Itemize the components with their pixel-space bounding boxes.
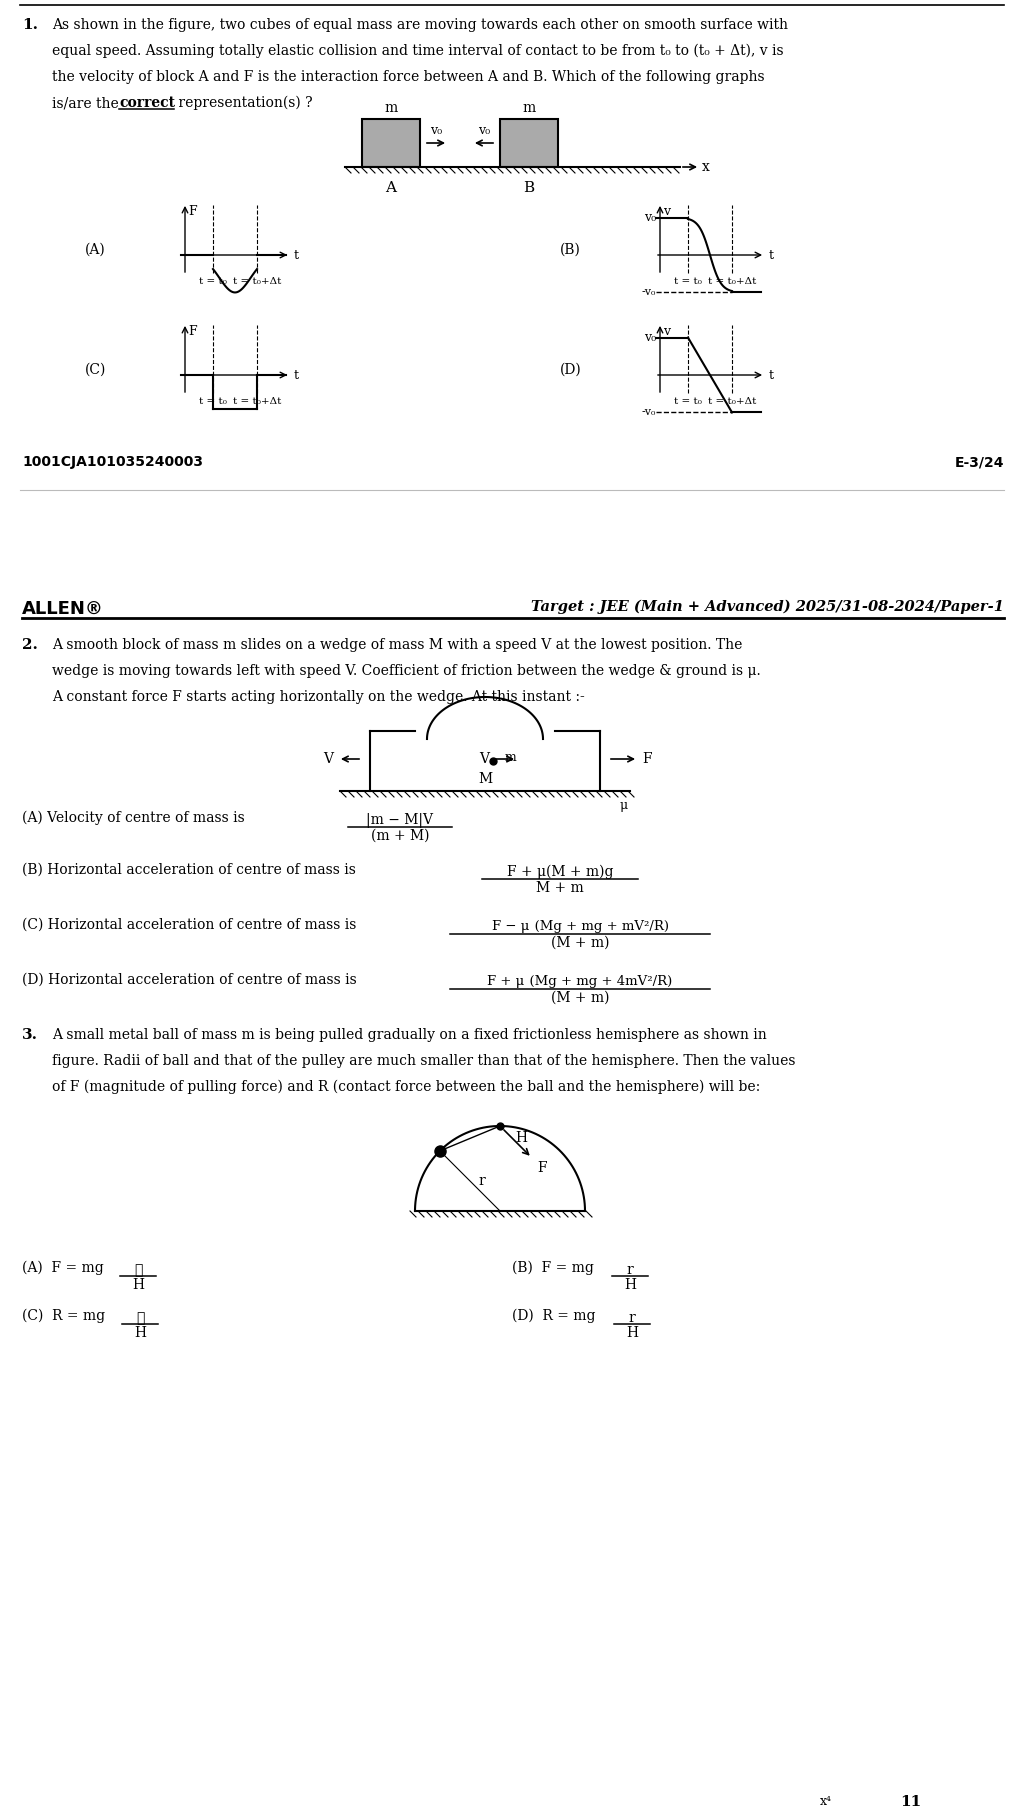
Text: (B)  F = mg: (B) F = mg xyxy=(512,1261,594,1276)
Text: t = t₀: t = t₀ xyxy=(199,398,227,407)
Text: t: t xyxy=(769,369,774,381)
Text: m: m xyxy=(384,101,397,116)
Text: representation(s) ?: representation(s) ? xyxy=(174,96,312,110)
Text: (M + m): (M + m) xyxy=(551,990,609,1005)
Text: (C)  R = mg: (C) R = mg xyxy=(22,1308,105,1323)
Text: t: t xyxy=(294,249,299,262)
Text: -v₀: -v₀ xyxy=(642,287,656,298)
Text: H: H xyxy=(626,1326,638,1341)
Text: (m + M): (m + M) xyxy=(371,829,429,844)
Text: x⁴: x⁴ xyxy=(820,1794,831,1807)
Text: v₀: v₀ xyxy=(478,125,490,137)
Text: μ: μ xyxy=(620,799,628,811)
Text: A constant force F starts acting horizontally on the wedge. At this instant :-: A constant force F starts acting horizon… xyxy=(52,690,585,705)
Text: -v₀: -v₀ xyxy=(642,407,656,417)
Text: Target : JEE (Main + Advanced) 2025/31-08-2024/Paper-1: Target : JEE (Main + Advanced) 2025/31-0… xyxy=(531,600,1004,614)
Text: r: r xyxy=(627,1263,634,1278)
Text: A smooth block of mass m slides on a wedge of mass M with a speed V at the lowes: A smooth block of mass m slides on a wed… xyxy=(52,638,742,652)
Text: ALLEN®: ALLEN® xyxy=(22,600,103,618)
Text: (A)  F = mg: (A) F = mg xyxy=(22,1261,103,1276)
Text: r: r xyxy=(478,1175,484,1187)
Text: of F (magnitude of pulling force) and R (contact force between the ball and the : of F (magnitude of pulling force) and R … xyxy=(52,1081,760,1095)
Text: V: V xyxy=(323,752,333,766)
Text: A: A xyxy=(385,181,396,195)
Text: t = t₀+Δt: t = t₀+Δt xyxy=(232,276,282,286)
Text: |m − M|V: |m − M|V xyxy=(367,813,433,828)
Text: ℓ: ℓ xyxy=(134,1263,142,1278)
Text: F: F xyxy=(642,752,651,766)
Text: v₀: v₀ xyxy=(644,331,656,343)
Text: correct: correct xyxy=(119,96,175,110)
Text: B: B xyxy=(523,181,535,195)
Text: H: H xyxy=(515,1131,527,1146)
Text: M + m: M + m xyxy=(537,882,584,894)
Text: (B) Horizontal acceleration of centre of mass is: (B) Horizontal acceleration of centre of… xyxy=(22,864,356,876)
Text: H: H xyxy=(624,1278,636,1292)
Text: m: m xyxy=(505,750,517,764)
Bar xyxy=(500,119,558,166)
Text: (D) Horizontal acceleration of centre of mass is: (D) Horizontal acceleration of centre of… xyxy=(22,972,356,987)
Text: 2.: 2. xyxy=(22,638,38,652)
Text: the velocity of block A and F is the interaction force between A and B. Which of: the velocity of block A and F is the int… xyxy=(52,70,765,83)
Text: t = t₀: t = t₀ xyxy=(674,398,701,407)
Text: (M + m): (M + m) xyxy=(551,936,609,950)
Text: (C) Horizontal acceleration of centre of mass is: (C) Horizontal acceleration of centre of… xyxy=(22,918,356,932)
Text: 1001CJA101035240003: 1001CJA101035240003 xyxy=(22,455,203,470)
Text: F: F xyxy=(188,204,197,219)
Text: v₀: v₀ xyxy=(430,125,442,137)
Text: F + μ  (Mg + mg + 4mV²/R): F + μ (Mg + mg + 4mV²/R) xyxy=(487,976,673,988)
Text: t = t₀+Δt: t = t₀+Δt xyxy=(232,398,282,407)
Text: F: F xyxy=(188,325,197,338)
Text: t = t₀+Δt: t = t₀+Δt xyxy=(708,276,756,286)
Text: v: v xyxy=(663,204,670,219)
Text: F + μ(M + m)g: F + μ(M + m)g xyxy=(507,866,613,880)
Text: t: t xyxy=(769,249,774,262)
Text: 11: 11 xyxy=(900,1794,922,1807)
Text: t = t₀: t = t₀ xyxy=(199,276,227,286)
Text: As shown in the figure, two cubes of equal mass are moving towards each other on: As shown in the figure, two cubes of equ… xyxy=(52,18,788,33)
Text: V: V xyxy=(479,752,489,766)
Text: ℓ: ℓ xyxy=(136,1312,144,1325)
Text: t: t xyxy=(294,369,299,381)
Text: t = t₀: t = t₀ xyxy=(674,276,701,286)
Text: M: M xyxy=(478,772,493,786)
Text: 1.: 1. xyxy=(22,18,38,33)
Text: (A): (A) xyxy=(85,242,106,257)
Text: equal speed. Assuming totally elastic collision and time interval of contact to : equal speed. Assuming totally elastic co… xyxy=(52,43,783,58)
Text: is/are the: is/are the xyxy=(52,96,123,110)
Text: x: x xyxy=(702,161,710,173)
Text: (B): (B) xyxy=(560,242,582,257)
Bar xyxy=(362,119,420,166)
Text: H: H xyxy=(134,1326,146,1341)
Text: m: m xyxy=(522,101,536,116)
Text: v: v xyxy=(663,325,670,338)
Text: (D)  R = mg: (D) R = mg xyxy=(512,1308,596,1323)
Text: E-3/24: E-3/24 xyxy=(954,455,1004,470)
Text: (C): (C) xyxy=(85,363,106,378)
Text: H: H xyxy=(132,1278,144,1292)
Text: (D): (D) xyxy=(560,363,582,378)
Text: r: r xyxy=(629,1312,635,1325)
Text: F: F xyxy=(537,1160,547,1175)
Text: 3.: 3. xyxy=(22,1028,38,1043)
Text: v₀: v₀ xyxy=(644,211,656,224)
Text: (A) Velocity of centre of mass is: (A) Velocity of centre of mass is xyxy=(22,811,245,826)
Text: t = t₀+Δt: t = t₀+Δt xyxy=(708,398,756,407)
Text: A small metal ball of mass m is being pulled gradually on a fixed frictionless h: A small metal ball of mass m is being pu… xyxy=(52,1028,767,1043)
Text: wedge is moving towards left with speed V. Coefficient of friction between the w: wedge is moving towards left with speed … xyxy=(52,663,761,678)
Text: figure. Radii of ball and that of the pulley are much smaller than that of the h: figure. Radii of ball and that of the pu… xyxy=(52,1053,796,1068)
Text: F − μ  (Mg + mg + mV²/R): F − μ (Mg + mg + mV²/R) xyxy=(492,920,669,932)
